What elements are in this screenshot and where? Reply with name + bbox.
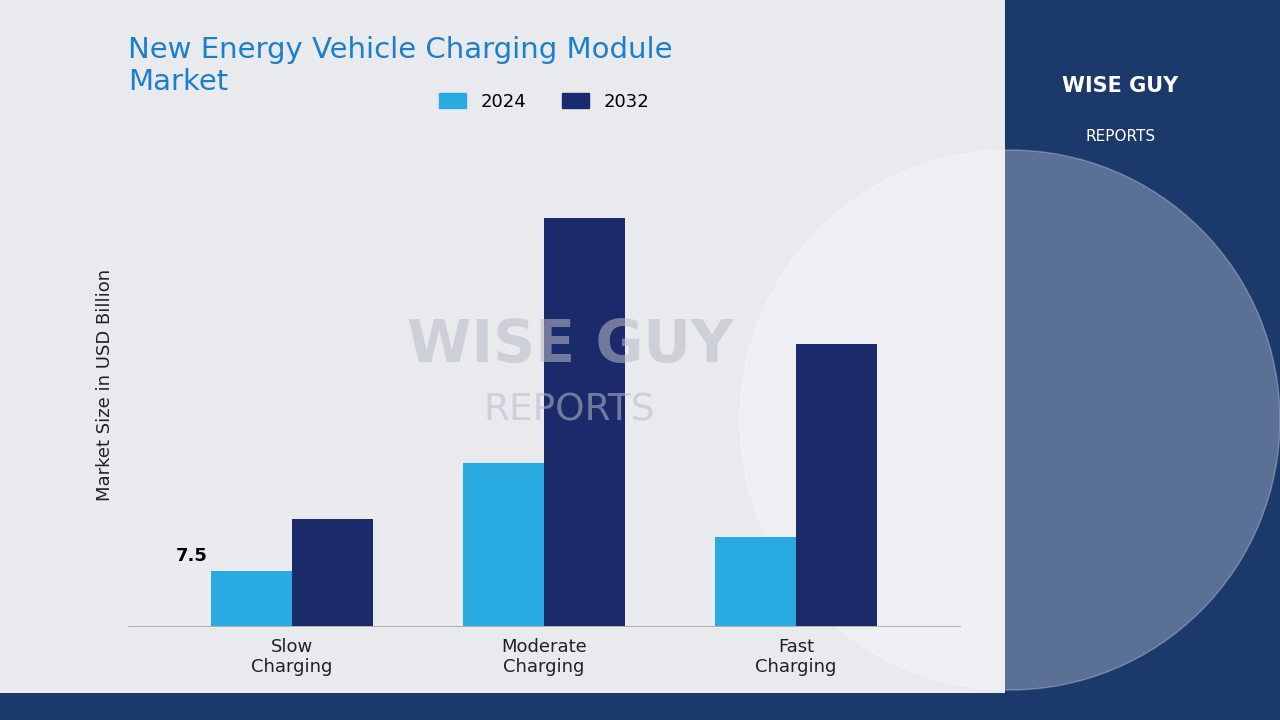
Text: WISE GUY: WISE GUY (1062, 76, 1179, 96)
Bar (463, 463, 544, 626)
Bar (211, 571, 292, 626)
Text: 7.5: 7.5 (175, 546, 207, 564)
Bar (544, 217, 625, 626)
Text: WISE GUY: WISE GUY (407, 317, 732, 374)
Bar (796, 344, 877, 626)
Circle shape (740, 150, 1280, 690)
Text: REPORTS: REPORTS (484, 392, 655, 428)
Text: REPORTS: REPORTS (1085, 130, 1156, 144)
Legend: 2024, 2032: 2024, 2032 (431, 86, 657, 118)
Bar (716, 537, 796, 626)
Text: New Energy Vehicle Charging Module
Market: New Energy Vehicle Charging Module Marke… (128, 36, 672, 96)
Y-axis label: Market Size in USD Billion: Market Size in USD Billion (96, 269, 114, 501)
Bar (292, 518, 372, 626)
